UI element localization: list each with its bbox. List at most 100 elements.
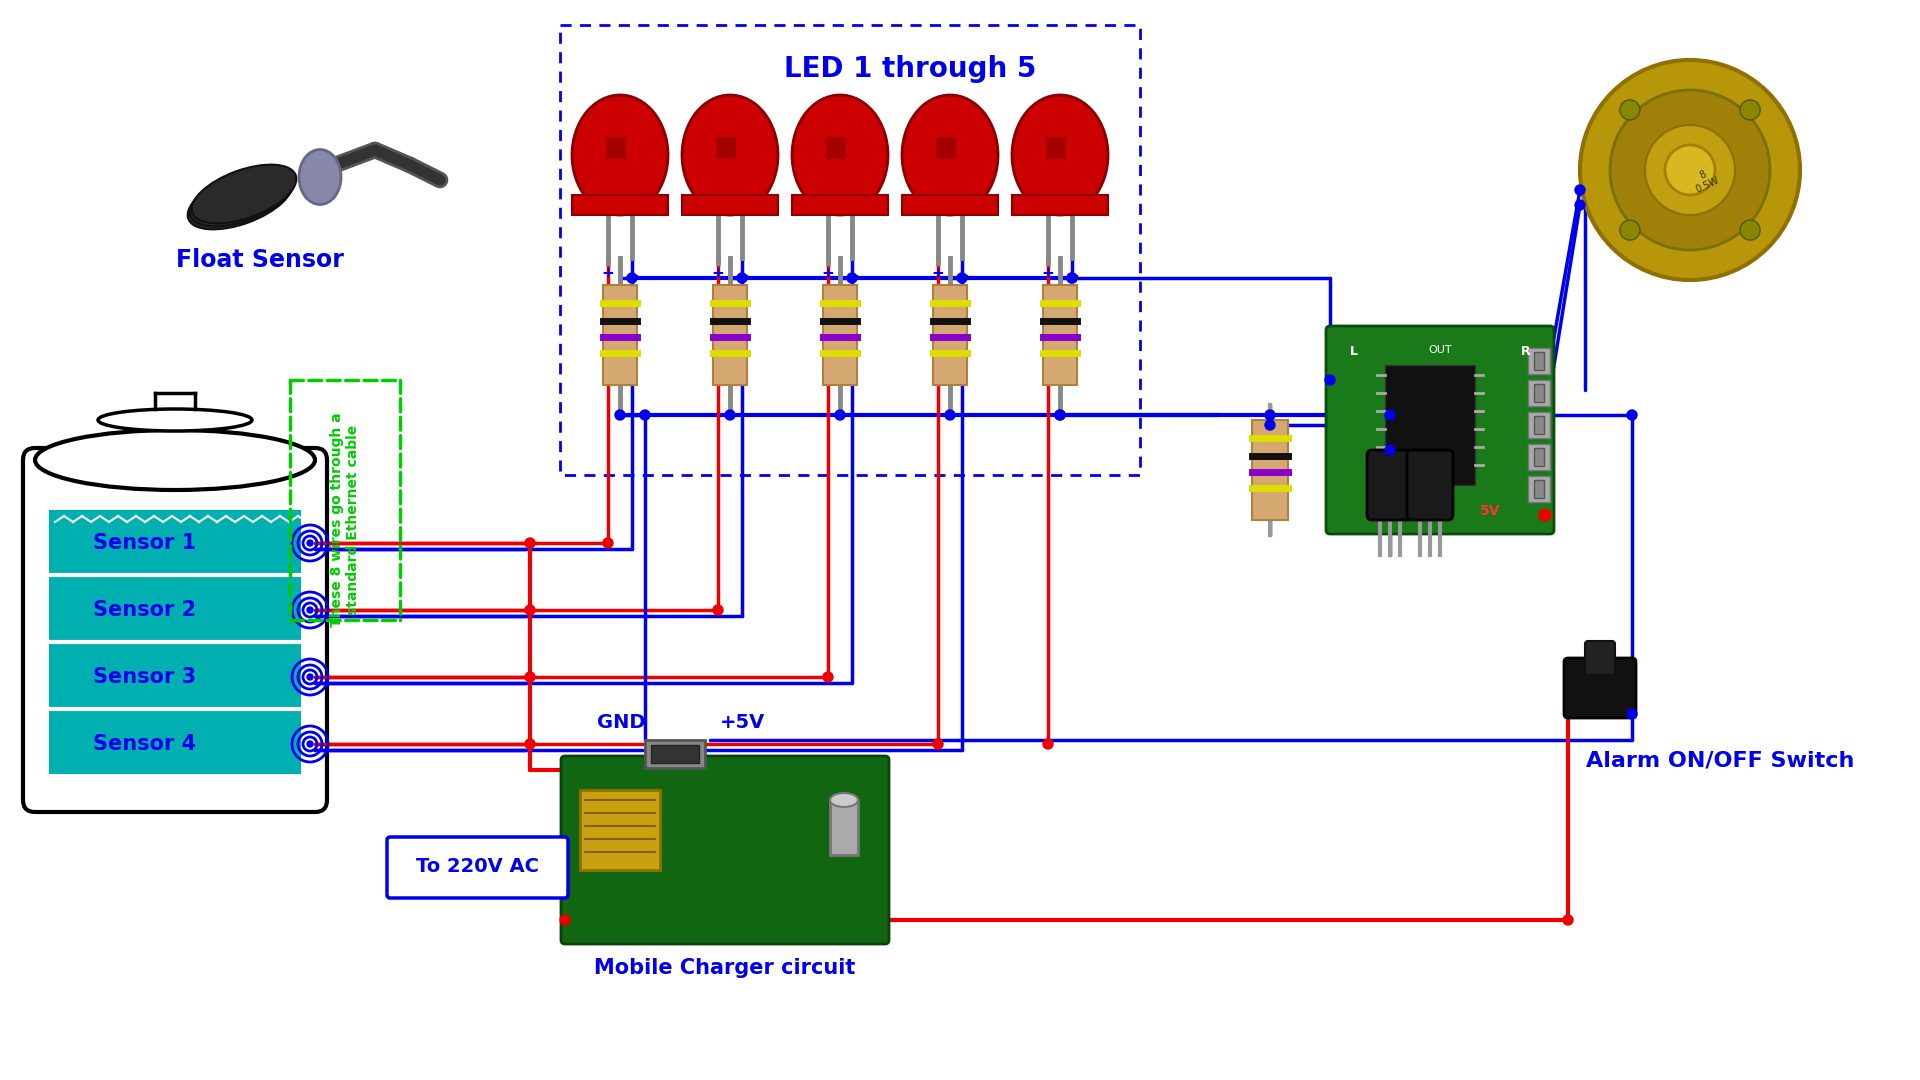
Text: Float Sensor: Float Sensor	[177, 248, 344, 272]
Circle shape	[945, 410, 954, 420]
Bar	[1252, 420, 1288, 519]
FancyBboxPatch shape	[1586, 642, 1615, 675]
Circle shape	[956, 273, 968, 283]
Circle shape	[1740, 99, 1761, 120]
Bar	[50, 577, 301, 640]
Ellipse shape	[35, 430, 315, 490]
Text: −: −	[845, 266, 858, 284]
Bar	[607, 137, 626, 159]
FancyBboxPatch shape	[388, 837, 568, 897]
Ellipse shape	[829, 793, 858, 807]
FancyBboxPatch shape	[1407, 450, 1453, 519]
Bar	[902, 195, 998, 215]
Bar	[50, 711, 301, 774]
Text: To 220V AC: To 220V AC	[415, 858, 538, 877]
Circle shape	[712, 605, 724, 615]
Bar	[791, 195, 887, 215]
Ellipse shape	[192, 164, 296, 224]
Circle shape	[1054, 410, 1066, 420]
Circle shape	[1620, 220, 1640, 240]
Ellipse shape	[791, 95, 887, 215]
Circle shape	[524, 538, 536, 548]
Text: 8
0.5W: 8 0.5W	[1690, 165, 1720, 195]
Bar	[1528, 411, 1549, 438]
Bar	[716, 137, 735, 159]
Text: 5V: 5V	[1480, 504, 1500, 518]
Circle shape	[1043, 739, 1052, 750]
Bar	[572, 195, 668, 215]
Circle shape	[1574, 200, 1586, 210]
Text: +: +	[1043, 266, 1054, 281]
Circle shape	[307, 540, 313, 546]
Bar	[50, 644, 301, 707]
Circle shape	[524, 739, 536, 750]
Ellipse shape	[682, 95, 778, 215]
Bar	[826, 137, 847, 159]
Text: +: +	[712, 266, 724, 281]
Circle shape	[307, 607, 313, 613]
Circle shape	[561, 915, 570, 924]
Bar	[712, 285, 747, 384]
Text: +: +	[931, 266, 945, 281]
Bar	[580, 789, 660, 870]
Text: R: R	[1521, 345, 1530, 357]
Bar	[933, 285, 968, 384]
Text: L: L	[1350, 345, 1357, 357]
Ellipse shape	[188, 171, 292, 229]
Circle shape	[524, 672, 536, 681]
Text: Mobile Charger circuit: Mobile Charger circuit	[595, 958, 856, 978]
Circle shape	[726, 410, 735, 420]
Text: +: +	[601, 266, 614, 281]
Text: Sensor 1: Sensor 1	[94, 534, 196, 553]
Bar	[561, 25, 1140, 475]
Bar	[603, 285, 637, 384]
Text: Alarm ON/OFF Switch: Alarm ON/OFF Switch	[1586, 750, 1855, 770]
Bar	[645, 740, 705, 768]
Ellipse shape	[98, 409, 252, 431]
FancyBboxPatch shape	[1565, 658, 1636, 718]
Ellipse shape	[1012, 95, 1108, 215]
Bar	[1528, 444, 1549, 470]
Circle shape	[1645, 125, 1736, 215]
Circle shape	[1620, 99, 1640, 120]
Circle shape	[1563, 915, 1572, 924]
Text: −: −	[735, 266, 749, 284]
Ellipse shape	[902, 95, 998, 215]
Ellipse shape	[572, 95, 668, 215]
FancyBboxPatch shape	[561, 756, 889, 944]
Circle shape	[933, 739, 943, 750]
Circle shape	[1054, 410, 1066, 420]
Circle shape	[1384, 445, 1396, 455]
Text: GND: GND	[597, 713, 645, 732]
Bar	[1046, 137, 1066, 159]
Text: LED 1 through 5: LED 1 through 5	[783, 55, 1037, 83]
Bar	[1534, 352, 1544, 370]
Text: These 8 wires go through a
standard Ethernet cable: These 8 wires go through a standard Ethe…	[330, 413, 361, 627]
Bar	[1534, 448, 1544, 465]
Circle shape	[614, 410, 626, 420]
Circle shape	[603, 538, 612, 548]
Bar	[1528, 476, 1549, 502]
Ellipse shape	[300, 149, 342, 204]
Bar	[1528, 380, 1549, 406]
Circle shape	[1540, 509, 1551, 521]
Circle shape	[1665, 145, 1715, 195]
Text: Sensor 4: Sensor 4	[94, 734, 196, 754]
Bar	[1534, 416, 1544, 434]
Bar	[651, 745, 699, 762]
Circle shape	[1068, 273, 1077, 283]
FancyBboxPatch shape	[23, 448, 326, 812]
Bar	[937, 137, 956, 159]
Circle shape	[835, 410, 845, 420]
Circle shape	[307, 741, 313, 747]
Circle shape	[1384, 410, 1396, 420]
Bar	[682, 195, 778, 215]
Text: −: −	[1066, 266, 1079, 284]
Circle shape	[1265, 410, 1275, 420]
Circle shape	[737, 273, 747, 283]
Circle shape	[1626, 708, 1638, 719]
Bar	[1528, 348, 1549, 374]
Bar	[1534, 480, 1544, 498]
Bar	[1384, 365, 1475, 485]
Text: OUT: OUT	[1428, 345, 1452, 355]
